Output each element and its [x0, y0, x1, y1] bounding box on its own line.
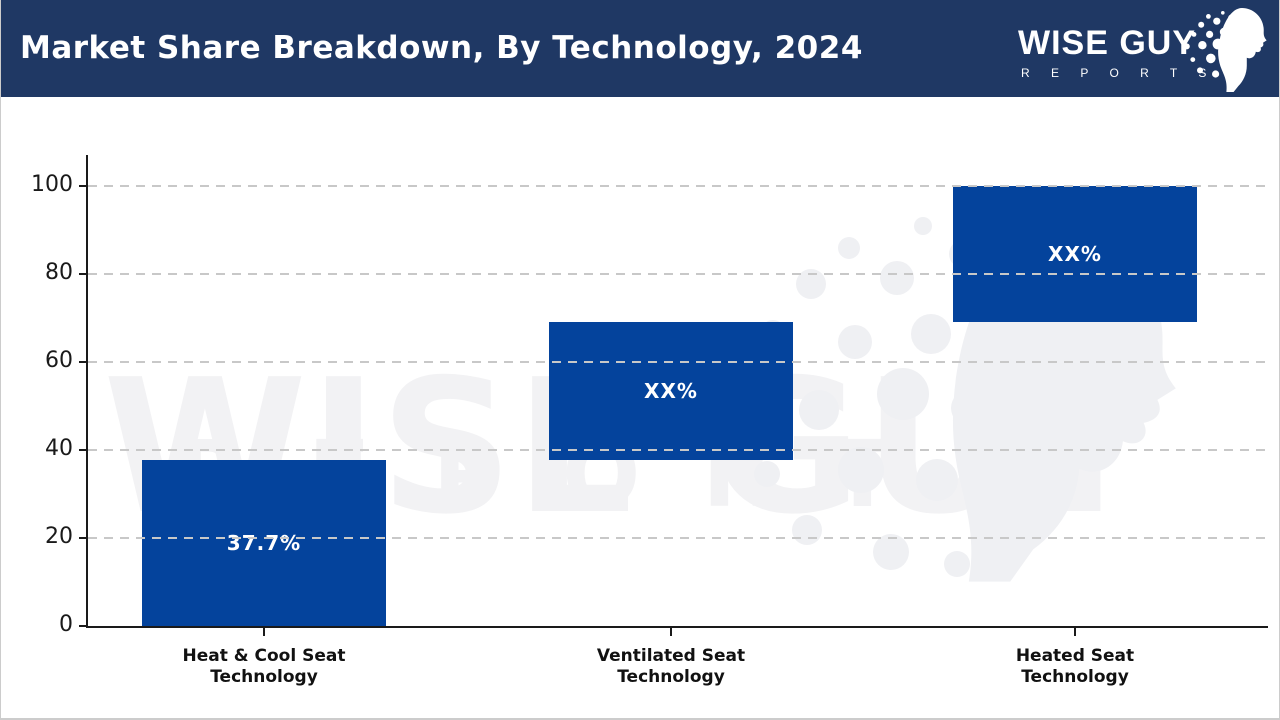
x-label-line1: Heat & Cool Seat: [182, 646, 346, 666]
x-axis-label-ventilated: Ventilated Seat Technology: [541, 646, 801, 689]
y-axis-tick: [79, 625, 88, 627]
gridline: [88, 449, 1266, 451]
x-axis-label-heated: Heated Seat Technology: [945, 646, 1205, 689]
x-axis-tick: [670, 628, 672, 636]
x-label-line2: Technology: [617, 667, 725, 688]
x-axis-line: [86, 626, 1268, 628]
y-axis-tick-label: 80: [45, 260, 73, 285]
y-axis-tick: [79, 185, 88, 187]
y-axis-tick: [79, 537, 88, 539]
gridline: [88, 537, 1266, 539]
y-axis-tick: [79, 361, 88, 363]
x-axis-tick: [263, 628, 265, 636]
face-profile-icon: [1183, 8, 1267, 92]
page-title: Market Share Breakdown, By Technology, 2…: [20, 30, 863, 66]
gridline: [88, 361, 1266, 363]
x-label-line2: Technology: [210, 667, 318, 688]
chart-canvas: WISE GUY REPORTS 37.7% XX% XX% Heat & Co…: [0, 97, 1280, 720]
plot-area: 37.7% XX% XX% Heat & Cool Seat Technolog…: [31, 172, 1266, 687]
bar-value-label: XX%: [1048, 242, 1102, 267]
x-axis-label-heat-cool: Heat & Cool Seat Technology: [134, 646, 394, 689]
gridline: [88, 185, 1266, 187]
y-axis-line: [86, 155, 88, 628]
y-axis-tick-label: 0: [59, 612, 73, 637]
gridline: [88, 273, 1266, 275]
x-axis-tick: [1074, 628, 1076, 636]
x-label-line1: Heated Seat: [1015, 646, 1135, 666]
bar-value-label: 37.7%: [226, 531, 302, 556]
wise-guy-logo: WISE GUY R E P O R T S: [1018, 6, 1268, 92]
y-axis-tick: [79, 449, 88, 451]
header-bar: Market Share Breakdown, By Technology, 2…: [0, 0, 1280, 97]
bar-ventilated-seat: XX%: [549, 322, 793, 461]
y-axis-tick: [79, 273, 88, 275]
logo-subtitle: R E P O R T S: [1021, 66, 1216, 80]
y-axis-tick-label: 20: [45, 524, 73, 549]
bar-heat-cool-seat: 37.7%: [142, 460, 386, 626]
y-axis-tick-label: 40: [45, 436, 73, 461]
logo-wordmark: WISE GUY: [1018, 24, 1197, 62]
bar-value-label: XX%: [644, 379, 698, 404]
x-label-line1: Ventilated Seat: [596, 646, 746, 666]
x-label-line2: Technology: [1021, 667, 1129, 688]
y-axis-tick-label: 60: [45, 348, 73, 373]
bar-heated-seat: XX%: [953, 186, 1197, 323]
y-axis-tick-label: 100: [31, 172, 73, 197]
